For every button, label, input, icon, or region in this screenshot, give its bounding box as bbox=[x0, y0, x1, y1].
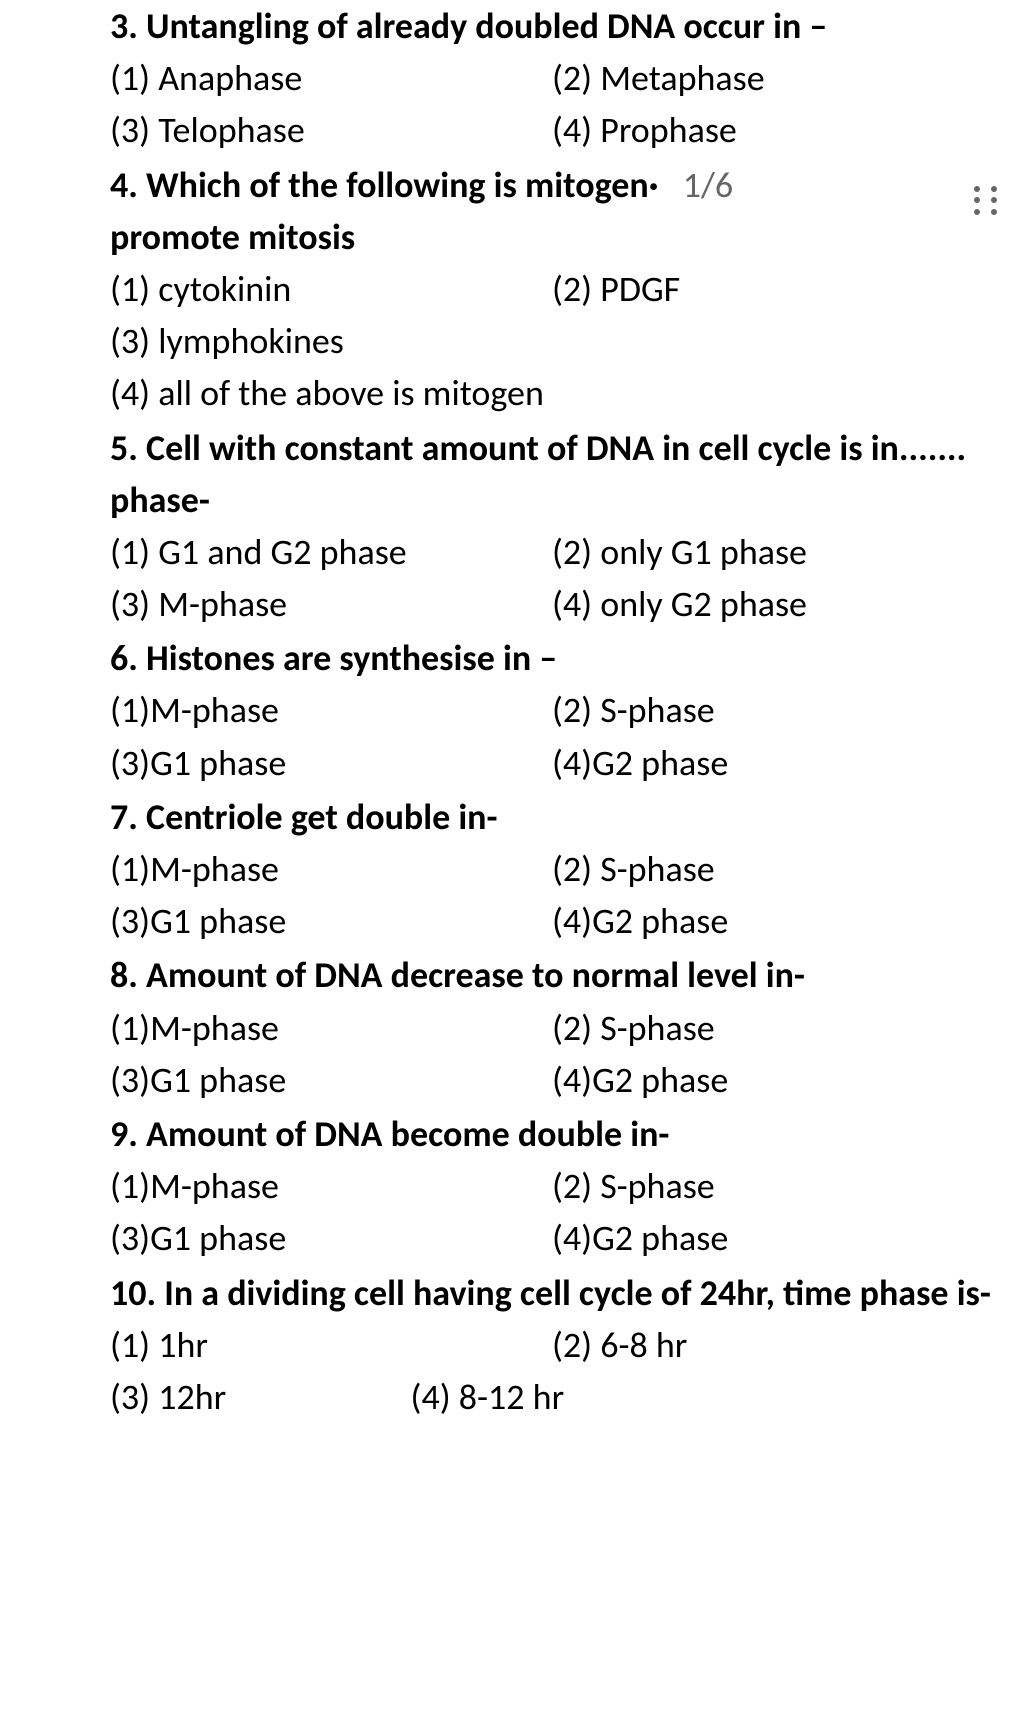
q6-opt1: (1)M-phase bbox=[110, 684, 552, 736]
q4-opt3: (3) lymphokines bbox=[110, 315, 994, 367]
question-9-text: 9. Amount of DNA become double in- bbox=[110, 1108, 994, 1160]
q5-opt2: (2) only G1 phase bbox=[552, 526, 994, 578]
page-num-text: 1/6 bbox=[683, 163, 733, 207]
page-indicator-widget[interactable] bbox=[974, 186, 1004, 216]
question-9: 9. Amount of DNA become double in- (1)M-… bbox=[110, 1108, 994, 1265]
q10-opt2: (2) 6-8 hr bbox=[552, 1319, 994, 1371]
q3-opt2: (2) Metaphase bbox=[552, 52, 994, 104]
q10-opt1: (1) 1hr bbox=[110, 1319, 552, 1371]
question-3-text: 3. Untangling of already doubled DNA occ… bbox=[110, 0, 994, 52]
q4-opt4: (4) all of the above is mitogen bbox=[110, 367, 994, 419]
q3-options: (1) Anaphase (2) Metaphase (3) Telophase… bbox=[110, 52, 994, 156]
q3-body: Untangling of already doubled DNA occur … bbox=[146, 4, 827, 48]
q7-options: (1)M-phase (2) S-phase (3)G1 phase (4)G2… bbox=[110, 843, 994, 947]
question-3: 3. Untangling of already doubled DNA occ… bbox=[110, 0, 994, 157]
q9-opt1: (1)M-phase bbox=[110, 1160, 552, 1212]
q8-body: Amount of DNA decrease to normal level i… bbox=[146, 953, 805, 997]
q9-opt4: (4)G2 phase bbox=[552, 1212, 994, 1264]
q10-opt3: (3) 12hr bbox=[110, 1371, 411, 1423]
q4-body-part1: Which of the following is mitogen· bbox=[146, 163, 658, 207]
q4-num: 4. bbox=[110, 163, 138, 207]
q7-num: 7. bbox=[110, 795, 138, 839]
question-10: 10. In a dividing cell having cell cycle… bbox=[110, 1267, 994, 1424]
q10-body: In a dividing cell having cell cycle of … bbox=[164, 1271, 991, 1315]
q6-num: 6. bbox=[110, 636, 138, 680]
q5-opt1: (1) G1 and G2 phase bbox=[110, 526, 552, 578]
q9-body: Amount of DNA become double in- bbox=[146, 1112, 669, 1156]
q4-opt1: (1) cytokinin bbox=[110, 263, 552, 315]
q10-opt4: (4) 8-12 hr bbox=[411, 1371, 853, 1423]
q6-opt4: (4)G2 phase bbox=[552, 737, 994, 789]
q3-opt3: (3) Telophase bbox=[110, 104, 552, 156]
question-10-text: 10. In a dividing cell having cell cycle… bbox=[110, 1267, 994, 1319]
q7-opt4: (4)G2 phase bbox=[552, 895, 994, 947]
q5-opt4: (4) only G2 phase bbox=[552, 578, 994, 630]
question-7-text: 7. Centriole get double in- bbox=[110, 791, 994, 843]
q9-opt2: (2) S-phase bbox=[552, 1160, 994, 1212]
q7-opt3: (3)G1 phase bbox=[110, 895, 552, 947]
drag-dots-icon bbox=[974, 186, 1004, 216]
question-6: 6. Histones are synthesise in – (1)M-pha… bbox=[110, 632, 994, 789]
q5-opt3: (3) M-phase bbox=[110, 578, 552, 630]
q3-opt4: (4) Prophase bbox=[552, 104, 994, 156]
question-8-text: 8. Amount of DNA decrease to normal leve… bbox=[110, 949, 994, 1001]
q8-opt3: (3)G1 phase bbox=[110, 1054, 552, 1106]
q8-opt2: (2) S-phase bbox=[552, 1002, 994, 1054]
q3-opt1: (1) Anaphase bbox=[110, 52, 552, 104]
question-5-text: 5. Cell with constant amount of DNA in c… bbox=[110, 422, 994, 526]
q6-opt3: (3)G1 phase bbox=[110, 737, 552, 789]
question-6-text: 6. Histones are synthesise in – bbox=[110, 632, 994, 684]
q10-num: 10. bbox=[110, 1271, 156, 1315]
q5-options: (1) G1 and G2 phase (2) only G1 phase (3… bbox=[110, 526, 994, 630]
q8-options: (1)M-phase (2) S-phase (3)G1 phase (4)G2… bbox=[110, 1002, 994, 1106]
q7-opt1: (1)M-phase bbox=[110, 843, 552, 895]
q9-num: 9. bbox=[110, 1112, 138, 1156]
question-4: 4. Which of the following is mitogen· 1/… bbox=[110, 159, 994, 420]
q7-opt2: (2) S-phase bbox=[552, 843, 994, 895]
q4-options: (1) cytokinin (2) PDGF (3) lymphokines (… bbox=[110, 263, 994, 420]
q8-opt1: (1)M-phase bbox=[110, 1002, 552, 1054]
q4-body-part2: promote mitosis bbox=[110, 215, 355, 259]
page-indicator-inline: 1/6 bbox=[666, 163, 733, 207]
q6-opt2: (2) S-phase bbox=[552, 684, 994, 736]
q6-options: (1)M-phase (2) S-phase (3)G1 phase (4)G2… bbox=[110, 684, 994, 788]
q10-options: (1) 1hr (2) 6-8 hr (3) 12hr (4) 8-12 hr bbox=[110, 1319, 994, 1423]
question-4-text: 4. Which of the following is mitogen· 1/… bbox=[110, 159, 994, 263]
q8-opt4: (4)G2 phase bbox=[552, 1054, 994, 1106]
q5-num: 5. bbox=[110, 426, 138, 470]
q7-body: Centriole get double in- bbox=[146, 795, 498, 839]
question-8: 8. Amount of DNA decrease to normal leve… bbox=[110, 949, 994, 1106]
question-5: 5. Cell with constant amount of DNA in c… bbox=[110, 422, 994, 631]
q9-options: (1)M-phase (2) S-phase (3)G1 phase (4)G2… bbox=[110, 1160, 994, 1264]
q3-num: 3. bbox=[110, 4, 138, 48]
q6-body: Histones are synthesise in – bbox=[146, 636, 557, 680]
question-7: 7. Centriole get double in- (1)M-phase (… bbox=[110, 791, 994, 948]
q5-body: Cell with constant amount of DNA in cell… bbox=[110, 426, 966, 522]
q9-opt3: (3)G1 phase bbox=[110, 1212, 552, 1264]
q8-num: 8. bbox=[110, 953, 138, 997]
q4-opt2: (2) PDGF bbox=[552, 263, 994, 315]
